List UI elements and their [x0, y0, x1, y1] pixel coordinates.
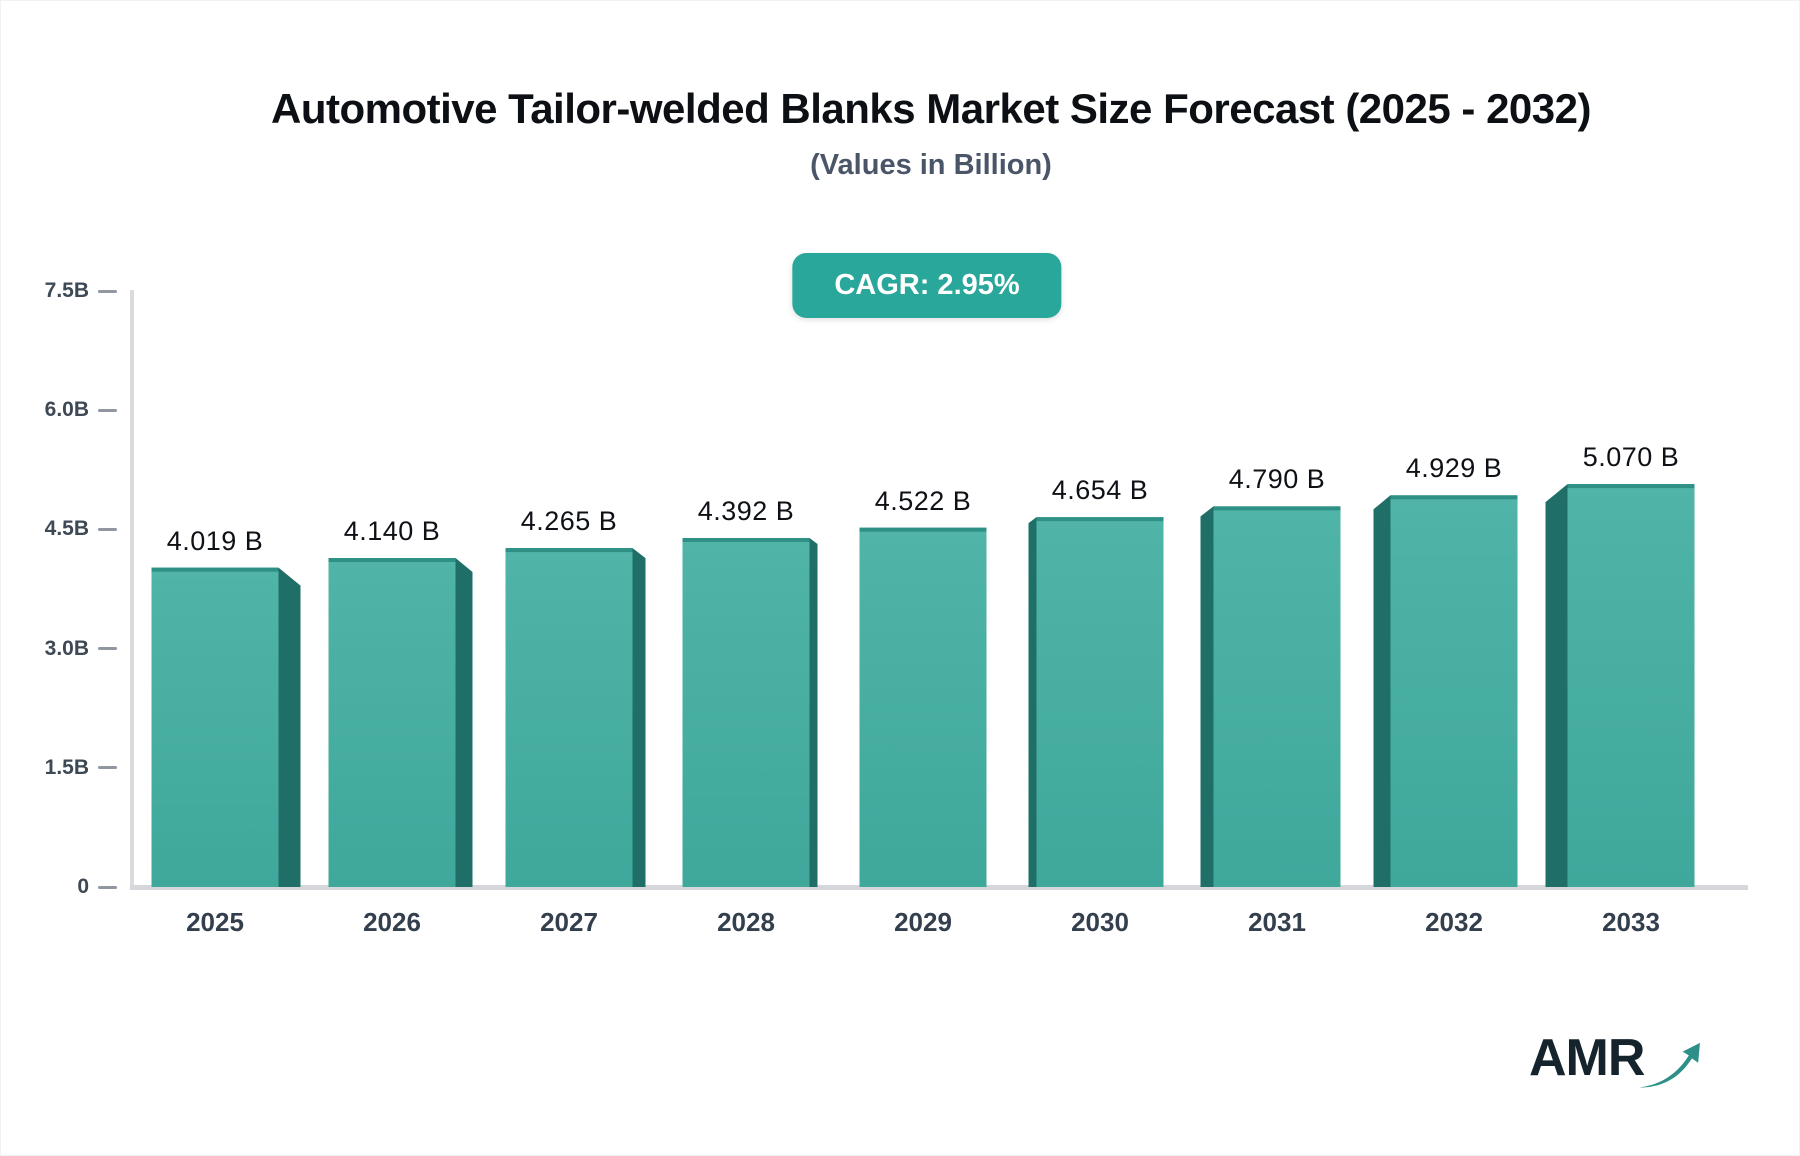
x-axis-label: 2031: [1248, 907, 1306, 937]
bar: [1390, 495, 1518, 887]
bar-3d-side: [455, 558, 473, 887]
bar-value-label: 5.070 B: [1582, 442, 1680, 473]
bar-top-edge: [1390, 495, 1518, 500]
bar-value-label: 4.392 B: [697, 495, 795, 526]
bar-value-label: 4.140 B: [343, 516, 441, 546]
bar-top-edge: [1567, 484, 1695, 489]
bar-3d-side: [1200, 506, 1214, 887]
bar: [1036, 517, 1164, 887]
chart-subtitle: (Values in Billion): [810, 149, 1052, 181]
x-axis-label: 2026: [363, 907, 421, 937]
y-axis-tick-label: 1.5B: [44, 755, 89, 779]
bar: [151, 567, 279, 887]
bar-top-edge: [328, 558, 456, 563]
y-axis-tick-dash: [98, 647, 117, 651]
chart-title: Automotive Tailor-welded Blanks Market S…: [270, 85, 1592, 132]
bar-value-label: 4.265 B: [520, 506, 618, 537]
bar-value-label: 4.929 B: [1405, 453, 1503, 484]
bar: [1567, 484, 1695, 887]
bar-value-label: 4.790 B: [1228, 464, 1326, 495]
x-axis-label: 2032: [1425, 907, 1483, 937]
cagr-badge: CAGR: 2.95%: [792, 253, 1062, 318]
bar-3d-side: [632, 548, 646, 887]
bar: [328, 558, 456, 887]
bar-top-edge: [1036, 517, 1164, 522]
y-axis-tick-dash: [98, 766, 117, 770]
bar-value-label: 4.522 B: [874, 485, 972, 516]
bar-top-edge: [151, 567, 279, 572]
x-axis-label: 2028: [717, 907, 775, 937]
bar: [1213, 506, 1341, 887]
y-axis-tick-dash: [98, 289, 117, 293]
amr-logo: AMR: [1529, 1029, 1701, 1095]
bar-top-edge: [1213, 506, 1341, 511]
x-axis-label: 2027: [540, 907, 598, 937]
y-axis-tick-label: 3.0B: [44, 636, 89, 660]
bar-3d-side: [278, 567, 301, 887]
y-axis-tick-dash: [98, 408, 117, 412]
x-axis-label: 2030: [1071, 907, 1129, 937]
y-axis-tick-label: 0: [77, 875, 89, 898]
bar-top-edge: [505, 548, 633, 553]
bar-top-edge: [682, 537, 810, 542]
y-axis-tick-dash: [98, 527, 117, 531]
bar-3d-side: [1545, 484, 1568, 887]
logo-text: AMR: [1529, 1029, 1645, 1087]
logo-arrow-icon: [1639, 1042, 1701, 1088]
bar: [859, 527, 987, 887]
y-axis-tick-label: 7.5B: [44, 279, 89, 302]
y-axis-tick-label: 4.5B: [44, 517, 89, 541]
bar-value-label: 4.019 B: [166, 525, 264, 556]
x-axis-label: 2033: [1602, 907, 1660, 937]
bar: [682, 537, 810, 887]
bar: [505, 548, 633, 887]
y-axis-tick-label: 6.0B: [44, 398, 89, 422]
bar-value-label: 4.654 B: [1051, 475, 1149, 506]
bar-3d-side: [1028, 517, 1037, 887]
bar-3d-side: [1373, 495, 1391, 887]
y-axis-line: [130, 290, 134, 888]
bar-top-edge: [859, 527, 987, 532]
x-axis-label: 2025: [186, 907, 244, 937]
x-axis-line: [130, 885, 1748, 890]
bar-3d-side: [809, 537, 818, 887]
x-axis-label: 2029: [894, 907, 952, 937]
y-axis-tick-dash: [98, 885, 117, 889]
